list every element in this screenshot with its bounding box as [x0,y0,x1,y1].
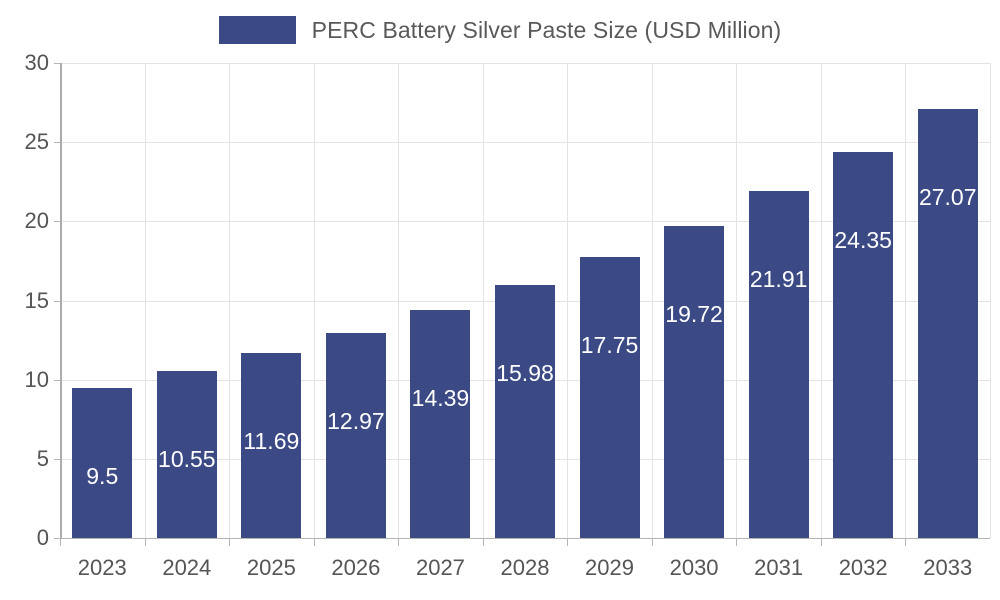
x-axis-tick-label: 2027 [415,555,465,580]
x-axis-tick-mark [229,539,230,546]
x-axis-tick-label: 2031 [754,555,804,580]
gridline-horizontal [60,142,990,144]
gridline-vertical [736,63,737,538]
y-axis-tick-label: 20 [24,208,49,234]
bar-2031[interactable] [748,191,809,538]
bar-2030[interactable] [664,225,725,538]
bar-value-label-2030: 19.72 [665,300,723,327]
x-axis-tick-mark [905,539,906,546]
y-axis-tick-label: 30 [24,50,49,75]
y-axis-tick-label: 10 [24,366,49,392]
bar-2028[interactable] [495,284,555,538]
gridline-vertical [483,63,484,538]
y-axis-tick-label: 15 [24,287,49,313]
bar-value-label-2028: 15.98 [496,359,554,386]
x-axis-tick-label: 2029 [585,555,634,580]
bar-value-label-2023: 9.5 [86,462,119,489]
bar-value-label-2032: 24.35 [834,227,892,254]
bar-value-label-2027: 14.39 [411,385,470,412]
gridline-vertical [652,63,653,538]
x-axis-tick-label: 2033 [923,555,973,580]
y-axis-tick-label: 0 [36,525,49,550]
bar-2032[interactable] [833,152,894,538]
bar-2027[interactable] [410,310,471,538]
gridline-vertical [905,63,906,538]
bar-value-label-2029: 17.75 [580,331,639,358]
chart-legend: PERC Battery Silver Paste Size (USD Mill… [0,10,1000,50]
gridline-horizontal [60,221,990,223]
bar-value-label-2026: 12.97 [327,407,385,434]
bar-2026[interactable] [325,332,386,538]
bar-value-label-2025: 11.69 [243,427,300,454]
bar-2029[interactable] [579,256,640,538]
x-axis-tick-mark [567,539,568,546]
x-axis-tick-label: 2032 [838,555,888,580]
y-axis-spine [60,63,62,539]
x-axis-tick-label: 2028 [500,555,550,580]
gridline-horizontal [60,63,990,64]
gridline-vertical [398,63,399,538]
legend-swatch-series-1 [218,16,296,44]
x-axis-tick-mark [398,539,399,546]
bar-2024[interactable] [156,370,217,538]
gridline-vertical [821,63,822,538]
x-axis-tick-label: 2023 [77,555,127,580]
x-axis-tick-mark [821,539,822,546]
gridline-vertical [145,63,146,538]
legend-label-series-1: PERC Battery Silver Paste Size (USD Mill… [311,16,782,43]
bar-value-label-2024: 10.55 [158,445,216,472]
y-axis-tick-label: 25 [24,129,49,155]
gridline-vertical [990,63,991,538]
bar-value-label-2033: 27.07 [918,184,977,211]
x-axis-tick-label: 2030 [669,555,719,580]
bar-2025[interactable] [241,352,302,538]
x-axis-tick-label: 2025 [246,555,296,580]
gridline-vertical [229,63,230,538]
gridline-vertical [567,63,568,538]
bar-2023[interactable] [72,387,133,538]
x-axis-tick-mark [60,539,61,546]
bar-2033[interactable] [917,109,978,538]
bar-value-label-2031: 21.91 [749,266,808,293]
x-axis-tick-label: 2026 [331,555,381,580]
x-axis-tick-label: 2024 [162,555,212,580]
x-axis-tick-mark [736,539,737,546]
x-axis-spine [60,538,990,539]
x-axis-tick-mark [652,539,653,546]
x-axis-tick-mark [483,539,484,546]
x-axis-tick-mark [145,539,146,546]
gridline-vertical [314,63,315,538]
x-axis-tick-mark [314,539,315,546]
